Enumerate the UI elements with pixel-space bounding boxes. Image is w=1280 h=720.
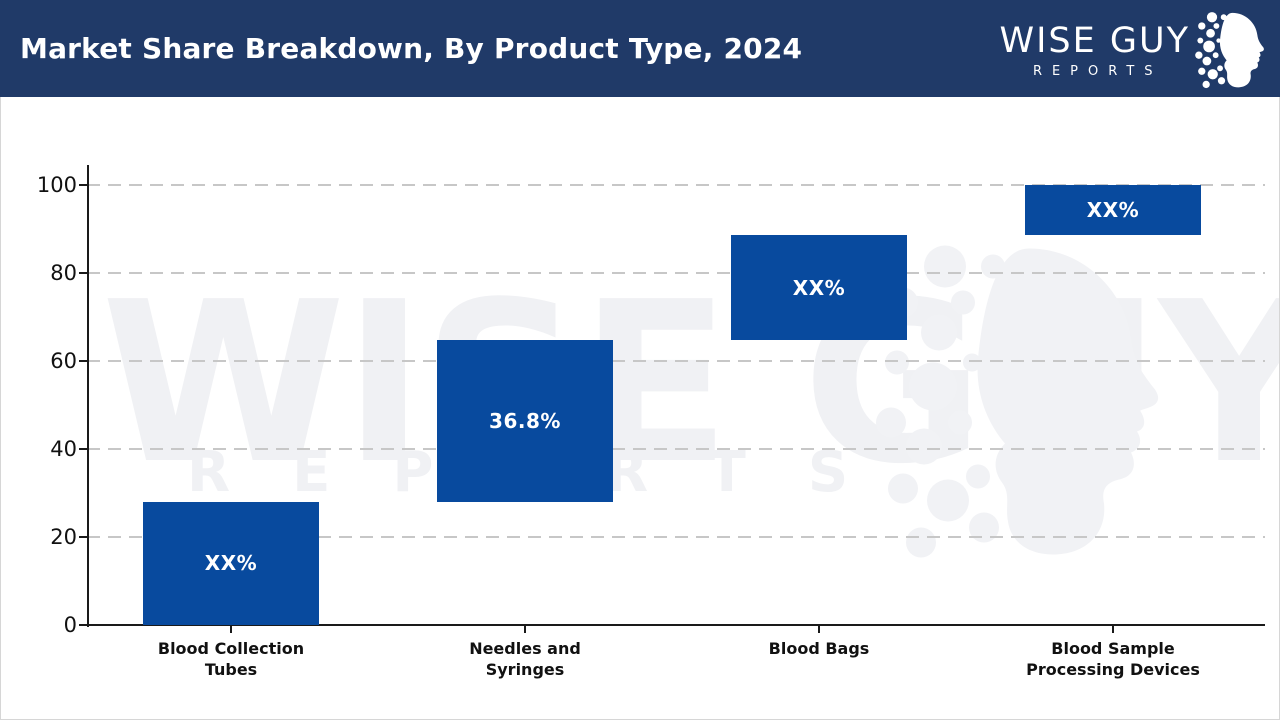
category-label: Blood Sample Processing Devices: [1026, 639, 1200, 679]
gridline-40: [87, 448, 1265, 450]
y-tick-label-80: 80: [50, 261, 77, 285]
x-tickmark: [230, 626, 232, 633]
bar-value-label: XX%: [204, 551, 258, 576]
category-label: Needles and Syringes: [469, 639, 581, 679]
logo-subtitle: REPORTS: [1032, 63, 1163, 79]
y-tickmark-0: [79, 624, 87, 626]
chart-area: WISE GUY REPORTS 020406080100XX%36.8%XX%…: [0, 97, 1280, 720]
plot: 0 20 40 60 80 100 XX% 36.8% XX% XX% Blood Collecti…: [1, 97, 1279, 719]
bar-segment: 36.8%: [437, 339, 613, 502]
y-tick-label-60: 60: [50, 349, 77, 373]
y-axis-line: [87, 165, 89, 627]
x-axis-line: [87, 624, 1265, 626]
bar-segment: XX%: [143, 501, 319, 625]
y-tick-label-20: 20: [50, 525, 77, 549]
y-tick-label-100: 100: [36, 173, 77, 197]
logo-wordmark: WISE GUY: [999, 20, 1190, 61]
x-tickmark: [524, 626, 526, 633]
wiseguy-logo: WISE GUY REPORTS: [999, 6, 1270, 92]
x-tickmark: [1112, 626, 1114, 633]
category-label: Blood Collection Tubes: [157, 639, 305, 679]
y-tick-label-0: 0: [63, 613, 77, 637]
y-tickmark-80: [79, 272, 87, 274]
category-label: Blood Bags: [768, 639, 870, 658]
y-tickmark-40: [79, 448, 87, 450]
x-tickmark: [818, 626, 820, 633]
bar-segment: XX%: [731, 235, 907, 340]
bar-segment: XX%: [1025, 185, 1201, 236]
bar-value-label: XX%: [792, 275, 846, 300]
gridline-60: [87, 360, 1265, 362]
y-tickmark-60: [79, 360, 87, 362]
y-tickmark-20: [79, 536, 87, 538]
y-tick-label-40: 40: [50, 437, 77, 461]
wiseguy-head-icon: [1195, 12, 1264, 89]
gridline-80: [87, 272, 1265, 274]
bar-value-label: XX%: [1086, 198, 1140, 223]
chart-title: Market Share Breakdown, By Product Type,…: [20, 32, 803, 65]
header: Market Share Breakdown, By Product Type,…: [0, 0, 1280, 97]
y-tickmark-100: [79, 184, 87, 186]
logo-text: WISE GUY REPORTS: [999, 20, 1190, 79]
gridline-100: [87, 184, 1265, 186]
bar-value-label: 36.8%: [489, 408, 561, 433]
gridline-20: [87, 536, 1265, 538]
